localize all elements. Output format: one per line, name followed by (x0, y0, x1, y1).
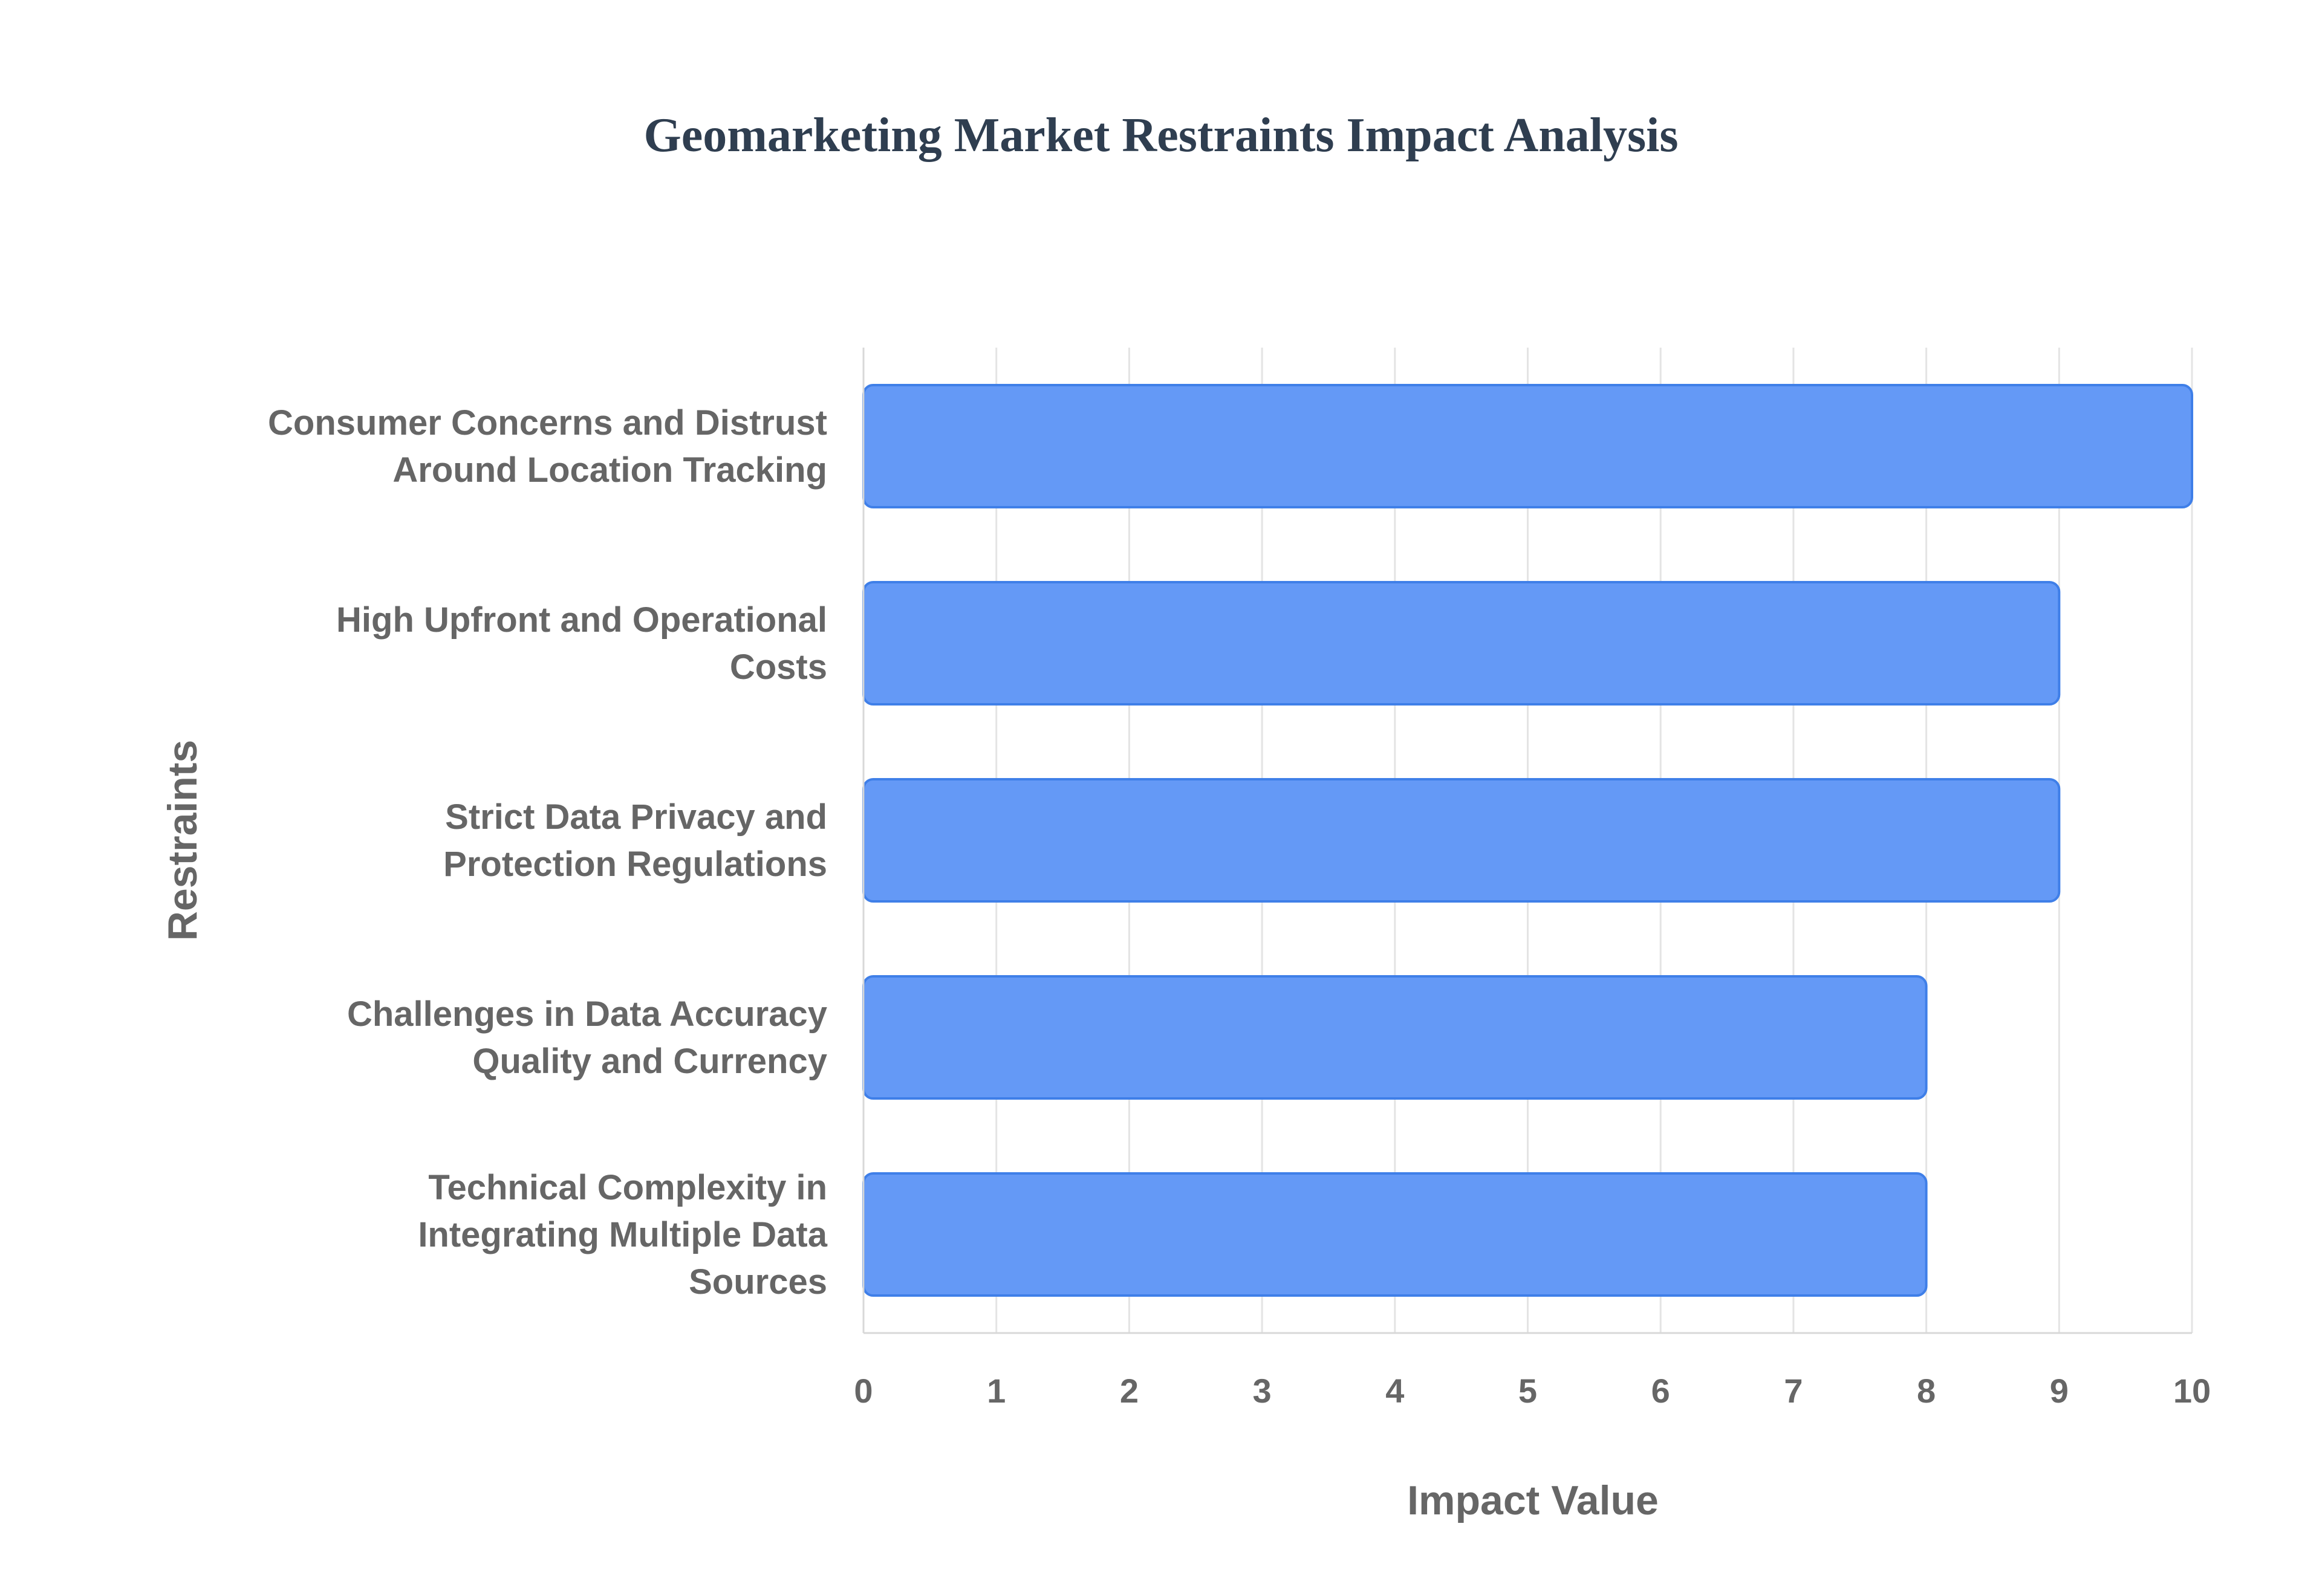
x-tick-label-4: 4 (1385, 1372, 1404, 1410)
category-label-line: Sources (689, 1262, 827, 1302)
category-label-5: Technical Complexity in Integrating Multi… (418, 1168, 827, 1302)
axes (862, 348, 2192, 1334)
x-tick-label-1: 1 (987, 1372, 1006, 1410)
bar-2[interactable] (862, 580, 2061, 706)
category-labels: Consumer Concerns and Distrust Around Loc… (268, 403, 828, 1302)
bar-4[interactable] (862, 975, 1928, 1100)
category-label-line: Around Location Tracking (392, 450, 827, 490)
x-tick-label-8: 8 (1917, 1372, 1936, 1410)
category-label-line: Consumer Concerns and Distrust (268, 403, 827, 443)
bars (862, 383, 2193, 1297)
x-tick-label-2: 2 (1120, 1372, 1139, 1410)
bar-5[interactable] (862, 1172, 1928, 1297)
x-tick-label-7: 7 (1784, 1372, 1803, 1410)
x-tick-label-6: 6 (1651, 1372, 1670, 1410)
category-label-line: High Upfront and Operational (336, 600, 827, 640)
x-tick-label-3: 3 (1253, 1372, 1272, 1410)
x-axis-title: Impact Value (1407, 1478, 1659, 1523)
category-label-3: Strict Data Privacy and Protection Regula… (443, 797, 827, 884)
category-label-line: Technical Complexity in (428, 1168, 827, 1207)
x-tick-label-10: 10 (2173, 1372, 2211, 1410)
x-tick-label-5: 5 (1518, 1372, 1537, 1410)
category-label-line: Protection Regulations (443, 845, 827, 884)
category-label-4: Challenges in Data Accuracy Quality and C… (347, 994, 827, 1081)
category-label-line: Costs (730, 647, 827, 687)
bar-1[interactable] (862, 383, 2193, 509)
x-tick-label-0: 0 (854, 1372, 873, 1410)
x-tick-labels: 0 1 2 3 4 5 6 7 8 9 10 (854, 1372, 2211, 1410)
category-label-line: Strict Data Privacy and (445, 797, 827, 837)
chart-title: Geomarketing Market Restraints Impact An… (644, 109, 1679, 162)
bar-3[interactable] (862, 777, 2061, 903)
y-axis-title: Restraints (160, 740, 206, 941)
category-label-1: Consumer Concerns and Distrust Around Loc… (268, 403, 827, 490)
category-label-line: Integrating Multiple Data (418, 1215, 827, 1254)
x-tick-label-9: 9 (2050, 1372, 2069, 1410)
category-label-2: High Upfront and Operational Costs (336, 600, 827, 687)
category-label-line: Challenges in Data Accuracy (347, 994, 827, 1034)
category-label-line: Quality and Currency (472, 1042, 827, 1081)
